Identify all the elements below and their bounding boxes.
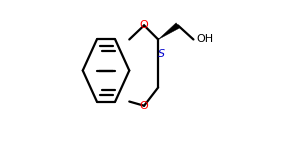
Text: OH: OH bbox=[196, 35, 213, 44]
Polygon shape bbox=[158, 23, 180, 39]
Text: O: O bbox=[140, 20, 148, 30]
Text: S: S bbox=[157, 49, 165, 59]
Text: O: O bbox=[140, 101, 148, 111]
